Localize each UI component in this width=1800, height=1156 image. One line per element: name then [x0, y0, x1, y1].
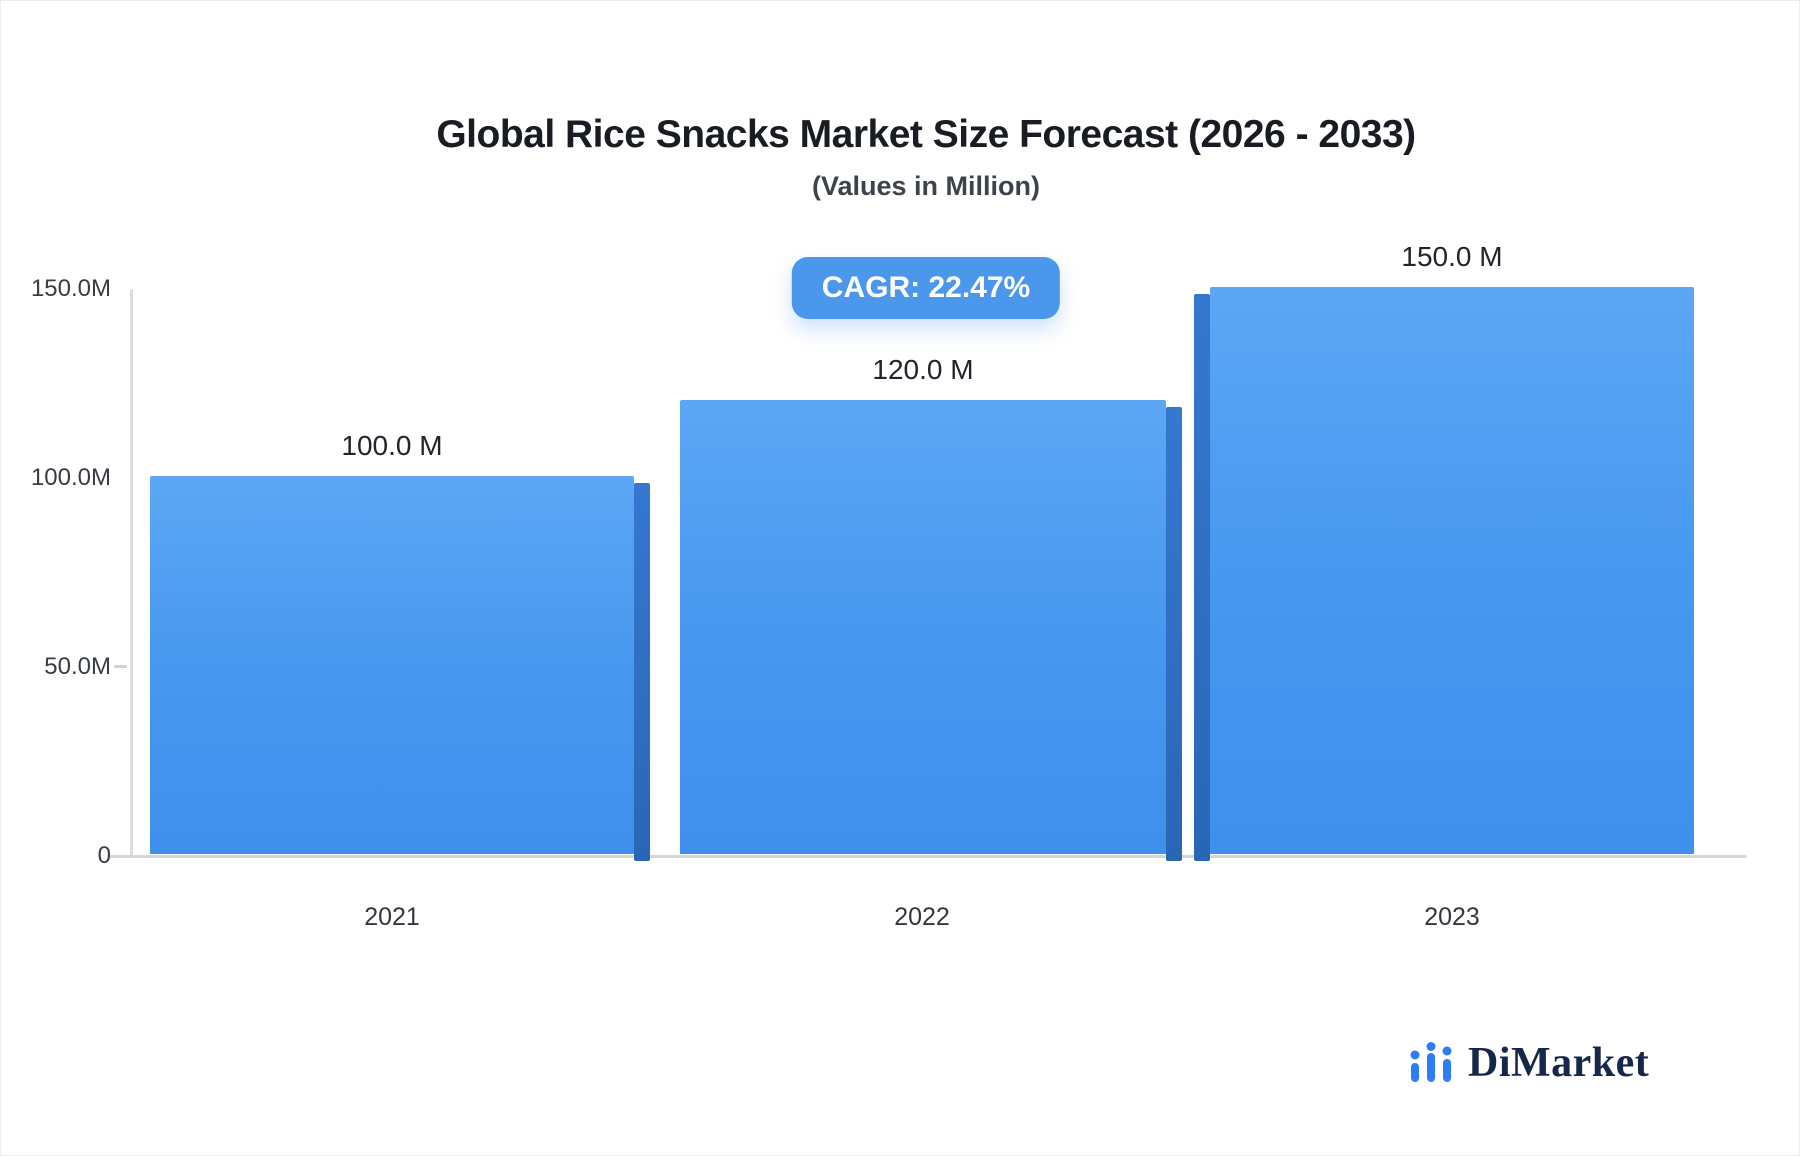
y-tick-label-100: 100.0M — [30, 464, 111, 491]
x-tick-label-2023: 2023 — [1424, 903, 1480, 931]
bar-value-label-2022: 120.0 M — [872, 354, 974, 385]
bar-value-label-2023: 150.0 M — [1401, 241, 1503, 272]
bar-value-label-2021: 100.0 M — [341, 430, 443, 461]
bar-2023 — [1194, 287, 1694, 861]
x-tick-label-2022: 2022 — [894, 903, 950, 931]
y-axis-line — [130, 289, 133, 858]
chart-subtitle: (Values in Million) — [811, 171, 1041, 201]
bar-2021 — [150, 476, 650, 861]
x-tick-label-2021: 2021 — [364, 903, 420, 931]
y-tick-mark-50 — [114, 665, 127, 668]
x-axis-line — [109, 855, 1747, 858]
y-tick-label-0: 0 — [97, 842, 111, 869]
bar-group-2022: 120.0 M — [680, 354, 1182, 861]
bar-group-2023: 150.0 M — [1194, 241, 1694, 861]
y-tick-label-50: 50.0M — [44, 653, 111, 680]
bar-group-2021: 100.0 M — [150, 430, 650, 861]
mini-bar-chart-icon — [1409, 1042, 1455, 1084]
dimarket-logo-text: DiMarket — [1468, 1040, 1650, 1086]
bar-2022 — [680, 400, 1182, 861]
chart-title: Global Rice Snacks Market Size Forecast … — [436, 113, 1416, 156]
cagr-badge: CAGR: 22.47% — [791, 257, 1061, 319]
dimarket-logo: DiMarket — [1409, 1039, 1649, 1087]
y-tick-label-150: 150.0M — [30, 275, 111, 302]
